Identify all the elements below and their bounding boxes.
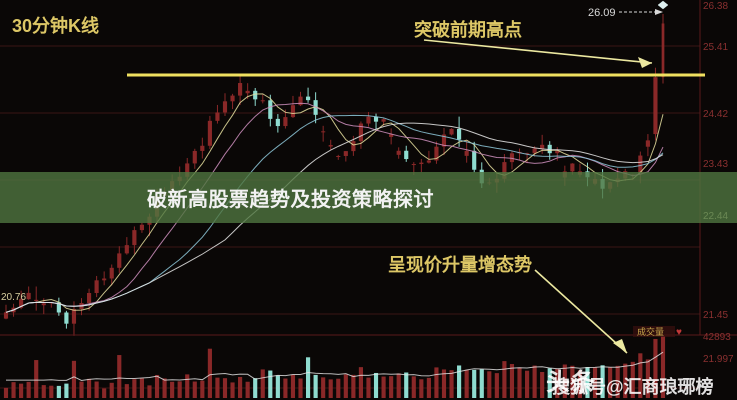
svg-text:30分钟K线: 30分钟K线 [12, 15, 99, 36]
svg-text:25.41: 25.41 [703, 42, 728, 53]
svg-text:21.45: 21.45 [703, 310, 728, 321]
svg-text:26.09: 26.09 [588, 7, 616, 19]
svg-text:42893: 42893 [703, 332, 731, 343]
svg-text:♥: ♥ [676, 327, 682, 338]
svg-text:24.42: 24.42 [703, 109, 728, 120]
svg-text:呈现价升量增态势: 呈现价升量增态势 [388, 254, 532, 275]
svg-text:成交量: 成交量 [637, 326, 664, 337]
svg-text:23.43: 23.43 [703, 159, 728, 170]
svg-text:26.38: 26.38 [703, 1, 728, 12]
svg-text:20.76: 20.76 [1, 292, 26, 303]
svg-text:突破前期高点: 突破前期高点 [414, 19, 522, 40]
